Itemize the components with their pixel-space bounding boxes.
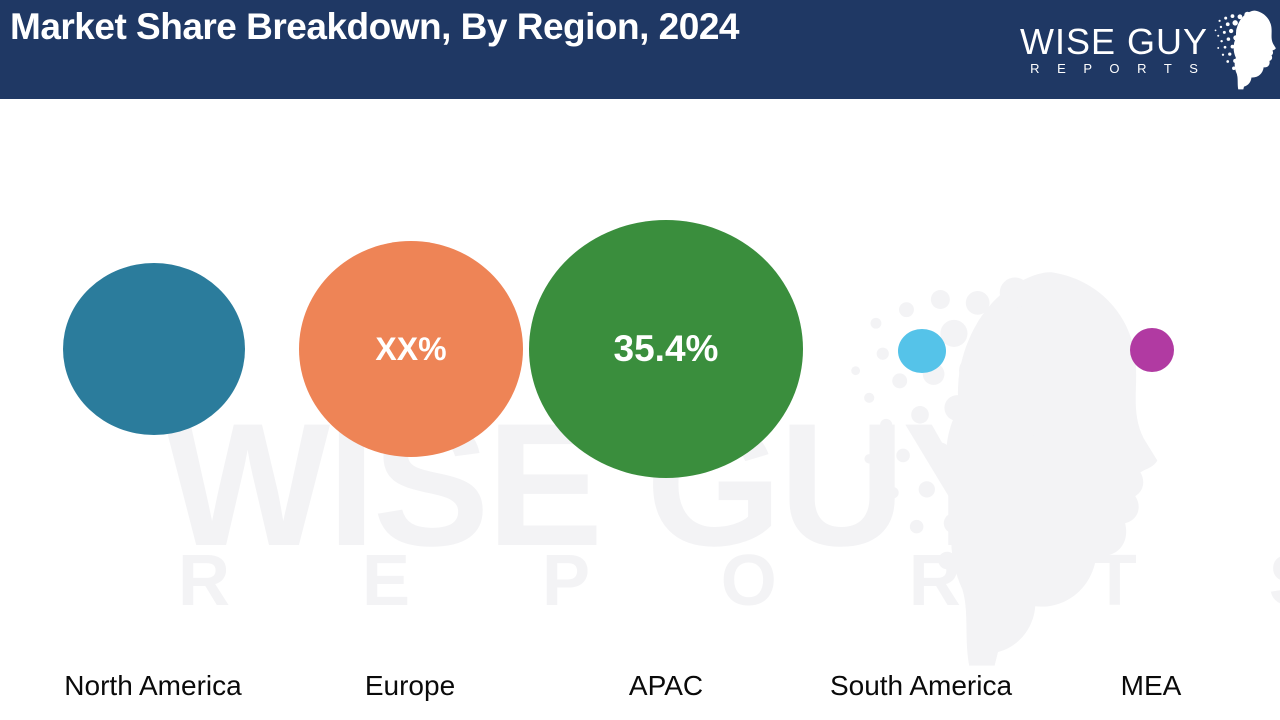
logo-face-icon — [1210, 10, 1278, 90]
watermark-subtitle: R E P O R T S — [178, 541, 1280, 621]
category-label-mea: MEA — [1120, 670, 1182, 701]
bubble-south-america — [898, 329, 946, 373]
header: Market Share Breakdown, By Region, 2024 … — [0, 0, 1280, 99]
category-label-europe: Europe — [364, 670, 456, 701]
bubble-north-america — [63, 263, 245, 435]
logo-subtitle: R E P O R T S — [1030, 61, 1205, 76]
bubble-europe: XX% — [299, 241, 523, 457]
category-label-apac: APAC — [628, 670, 704, 701]
category-label-north-america: North America — [64, 670, 242, 701]
wise-guy-logo: WISE GUY R E P O R T S — [1020, 6, 1278, 94]
page-title: Market Share Breakdown, By Region, 2024 — [10, 6, 740, 47]
category-label-south-america: South America — [829, 670, 1013, 701]
logo-wordmark: WISE GUY R E P O R T S — [1020, 23, 1208, 77]
bubble-chart: WISE GUY R E P O R T S XX% 35.4% North A… — [0, 99, 1280, 720]
value-label-apac: 35.4% — [613, 328, 719, 369]
logo-title: WISE GUY — [1019, 21, 1208, 62]
bubble-apac: 35.4% — [529, 220, 803, 478]
bubble-mea — [1130, 328, 1174, 372]
value-label-europe: XX% — [375, 330, 447, 367]
